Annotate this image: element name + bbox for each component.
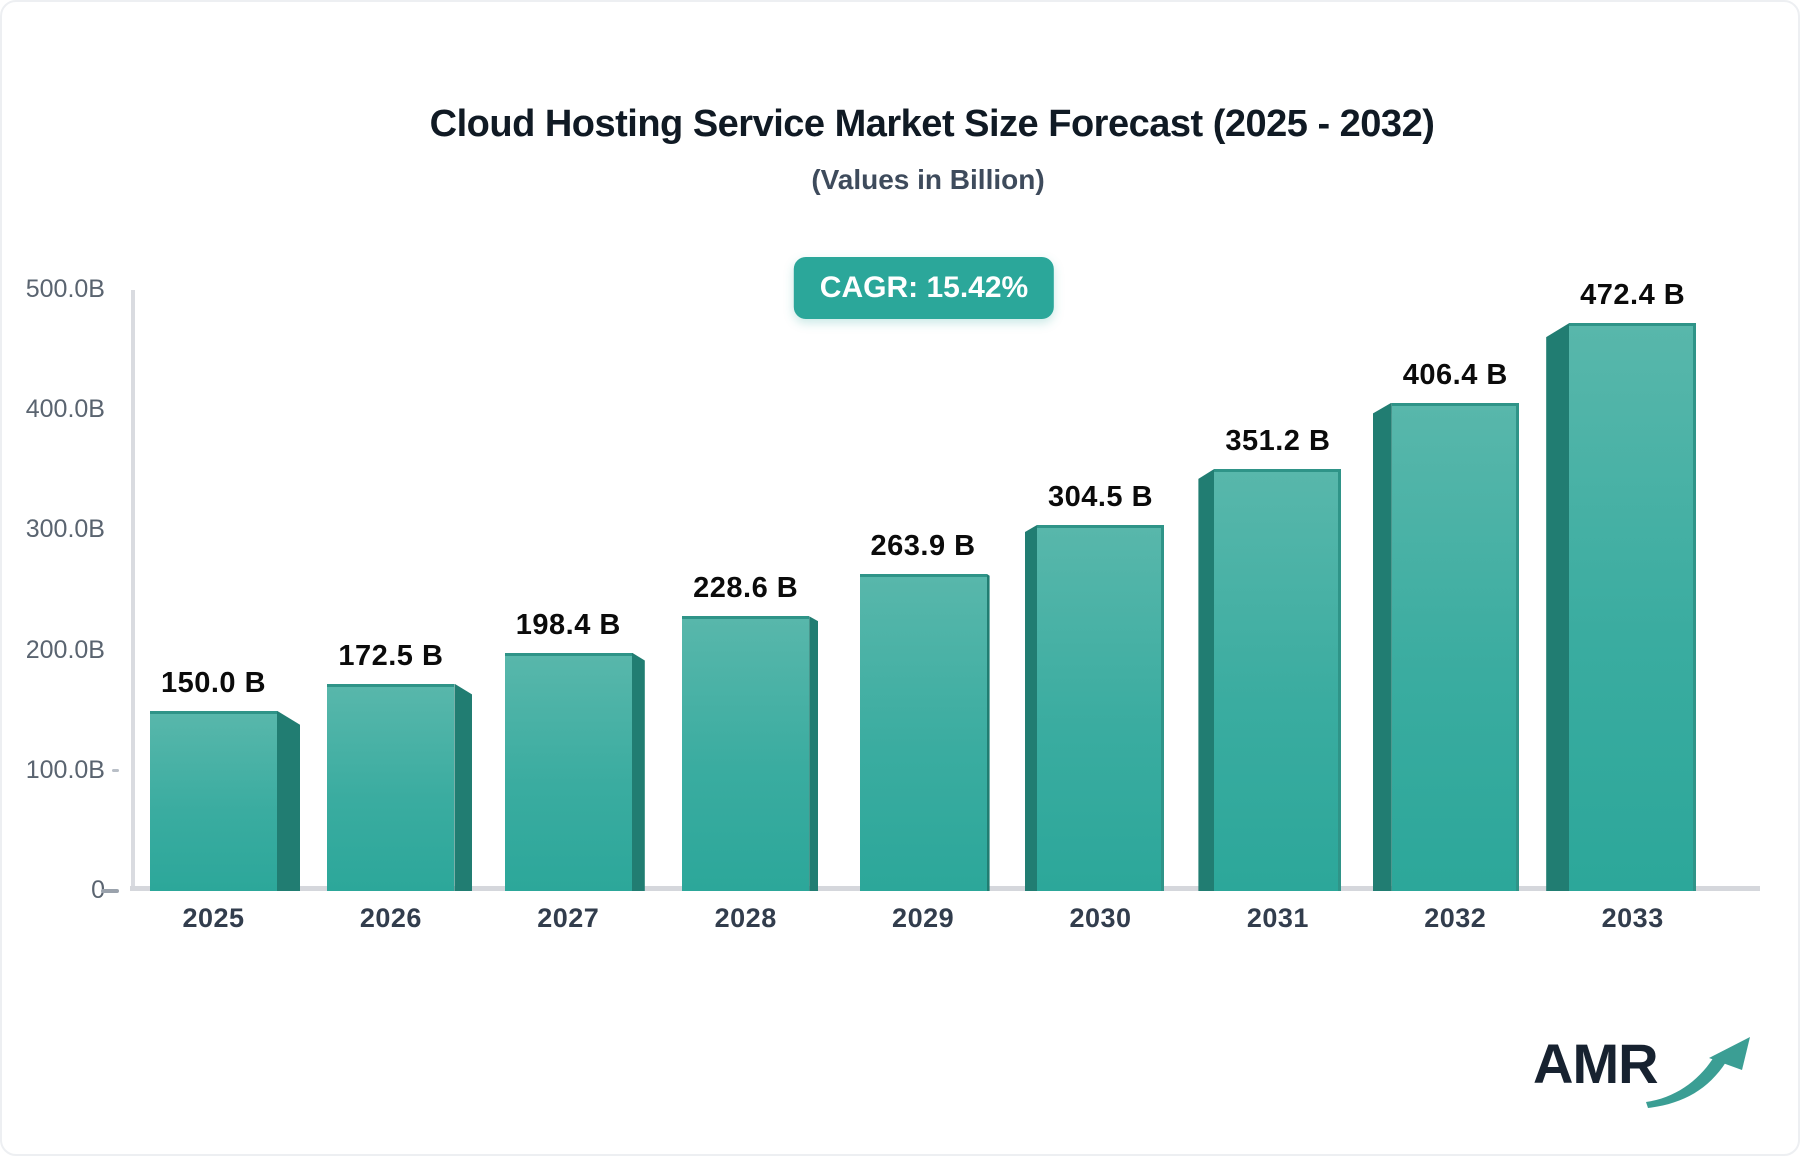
y-axis-label: 0 — [91, 876, 105, 904]
bar-face-2031 — [1214, 468, 1342, 891]
bar-side-2026 — [454, 683, 473, 891]
bar-face-2032 — [1391, 402, 1519, 891]
bar-value-label: 472.4 B — [1580, 279, 1686, 312]
y-axis-tick — [101, 889, 119, 893]
bar-face-2026 — [327, 683, 455, 891]
x-axis-label: 2031 — [1246, 903, 1309, 933]
bar-side-2027 — [631, 652, 645, 891]
y-axis-label: 200.0B — [25, 635, 105, 664]
x-axis-label: 2025 — [182, 903, 245, 933]
bar-value-label: 351.2 B — [1225, 424, 1331, 457]
y-axis-label: 100.0B — [25, 755, 105, 784]
bar-face-2027 — [504, 652, 632, 891]
bar-value-label: 263.9 B — [870, 529, 976, 562]
bar-side-2025 — [277, 710, 300, 891]
bar-value-label: 304.5 B — [1047, 480, 1154, 513]
bar-face-2028 — [682, 616, 810, 891]
bar-side-2032 — [1372, 402, 1392, 891]
bar-value-label: 172.5 B — [338, 639, 444, 672]
y-axis-line — [131, 290, 135, 891]
x-axis-label: 2029 — [892, 903, 955, 933]
y-axis-label: 300.0B — [25, 515, 105, 544]
x-axis-label: 2030 — [1069, 903, 1132, 933]
bar-side-2033 — [1546, 323, 1570, 891]
amr-logo-text: AMR — [1533, 1032, 1659, 1095]
x-axis-label: 2033 — [1601, 903, 1664, 933]
y-axis-label: 500.0B — [25, 275, 105, 303]
y-axis-tick — [112, 768, 119, 772]
x-axis-label: 2028 — [714, 903, 777, 933]
bar-value-label: 150.0 B — [160, 666, 267, 699]
bar-face-2030 — [1037, 524, 1164, 891]
chart-title: Cloud Hosting Service Market Size Foreca… — [429, 103, 1435, 145]
x-axis-label: 2027 — [537, 903, 600, 933]
bar-side-2030 — [1025, 524, 1037, 891]
bar-value-label: 406.4 B — [1402, 358, 1508, 391]
y-axis-label: 400.0B — [25, 395, 105, 424]
bar-value-label: 228.6 B — [693, 572, 799, 605]
growth-arrow-icon — [1645, 1037, 1750, 1108]
cagr-badge: CAGR: 15.42% — [793, 257, 1055, 319]
bar-value-label: 198.4 B — [515, 608, 621, 641]
x-axis-label: 2032 — [1424, 903, 1487, 933]
bar-face-2025 — [150, 710, 277, 891]
bar-side-2028 — [809, 616, 819, 891]
x-axis-label: 2026 — [359, 903, 422, 933]
bar-side-2031 — [1198, 468, 1215, 891]
chart-subtitle: (Values in Billion) — [811, 164, 1045, 195]
bar-side-2029 — [986, 573, 990, 891]
bar-face-2033 — [1569, 323, 1697, 891]
amr-logo: AMR — [1533, 1032, 1758, 1112]
bar-face-2029 — [859, 573, 987, 891]
